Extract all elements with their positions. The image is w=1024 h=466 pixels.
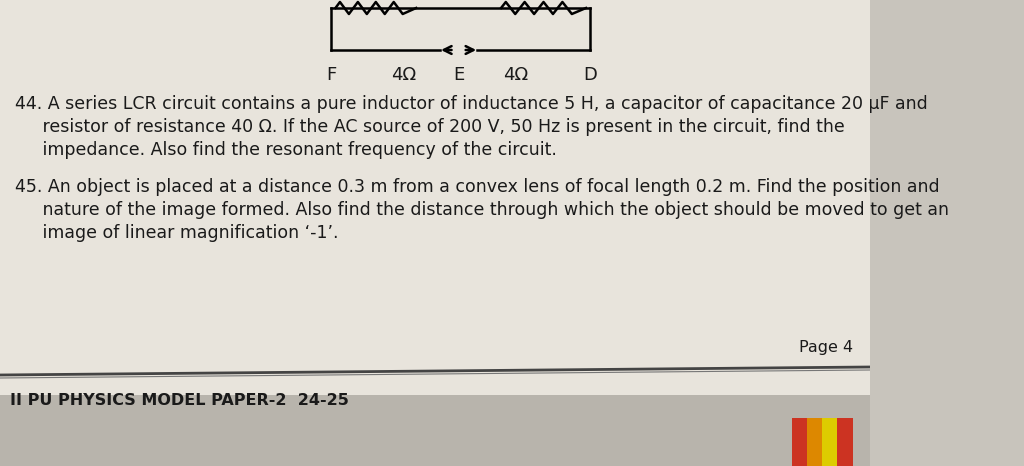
Text: image of linear magnification ‘-1’.: image of linear magnification ‘-1’. (15, 224, 339, 242)
Bar (822, 418, 838, 466)
Bar (807, 418, 822, 466)
Text: nature of the image formed. Also find the distance through which the object shou: nature of the image formed. Also find th… (15, 201, 949, 219)
Text: 4Ω: 4Ω (504, 66, 528, 84)
Bar (838, 418, 853, 466)
Text: Page 4: Page 4 (800, 340, 854, 355)
Text: impedance. Also find the resonant frequency of the circuit.: impedance. Also find the resonant freque… (15, 141, 557, 159)
Bar (792, 418, 807, 466)
Text: resistor of resistance 40 Ω. If the AC source of 200 V, 50 Hz is present in the : resistor of resistance 40 Ω. If the AC s… (15, 118, 845, 136)
Text: 44. A series LCR circuit contains a pure inductor of inductance 5 H, a capacitor: 44. A series LCR circuit contains a pure… (15, 95, 928, 113)
Text: 4Ω: 4Ω (391, 66, 416, 84)
Bar (0, 395, 869, 466)
Text: 45. An object is placed at a distance 0.3 m from a convex lens of focal length 0: 45. An object is placed at a distance 0.… (15, 178, 940, 196)
Text: II PU PHYSICS MODEL PAPER-2  24-25: II PU PHYSICS MODEL PAPER-2 24-25 (10, 393, 349, 408)
Text: E: E (453, 66, 464, 84)
Text: F: F (326, 66, 336, 84)
Text: D: D (584, 66, 597, 84)
